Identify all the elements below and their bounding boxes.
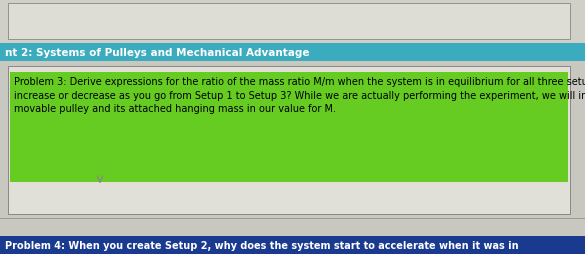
- Text: Problem 3: Derive expressions for the ratio of the mass ratio M/m when the syste: Problem 3: Derive expressions for the ra…: [14, 77, 585, 114]
- Bar: [0, 0, 585, 45]
- Bar: [0, 62, 585, 219]
- Text: nt 2: Systems of Pulleys and Mechanical Advantage: nt 2: Systems of Pulleys and Mechanical …: [5, 48, 309, 58]
- Bar: [8, 4, 570, 40]
- Text: Problem 4: When you create Setup 2, why does the system start to accelerate when: Problem 4: When you create Setup 2, why …: [5, 240, 519, 250]
- Bar: [8, 67, 570, 214]
- Bar: [10, 73, 568, 182]
- Bar: [0, 219, 585, 236]
- Bar: [0, 44, 585, 62]
- Bar: [0, 236, 585, 254]
